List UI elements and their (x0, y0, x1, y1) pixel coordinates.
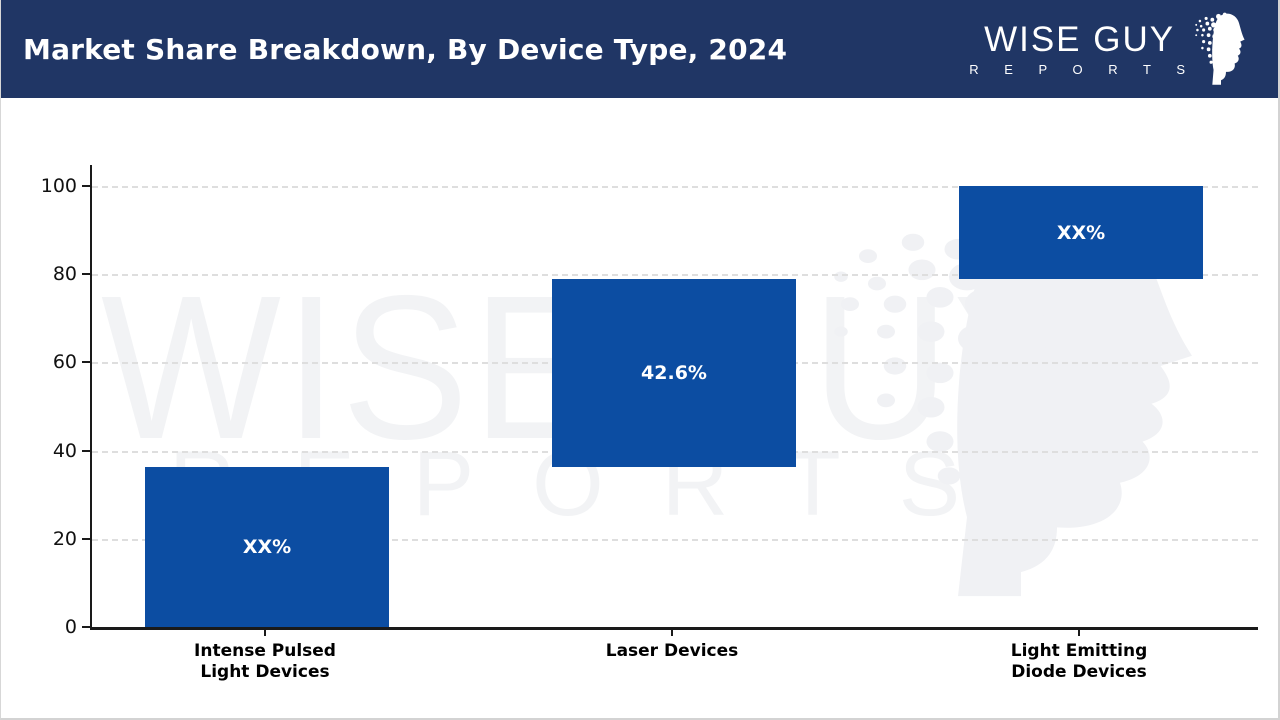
page-title: Market Share Breakdown, By Device Type, … (23, 32, 788, 66)
y-axis-tick-label: 100 (40, 175, 77, 197)
bar-3: XX% (959, 186, 1203, 280)
x-axis-category-line: Diode Devices (1011, 662, 1147, 682)
bar-2: 42.6% (552, 279, 796, 467)
y-axis-tick-label: 20 (52, 527, 77, 550)
wiseguy-logo-text: WISE GUY R E P O R T S (963, 22, 1196, 76)
gridline-20 (92, 538, 1258, 541)
x-axis-category-line: Laser Devices (605, 641, 739, 661)
logo-wise-guy-label: WISE GUY (984, 20, 1176, 59)
x-axis-category-line: Light Emitting (1010, 641, 1148, 661)
y-axis-tick-mark (82, 361, 90, 364)
x-axis-category-label: Intense Pulsed Light Devices (105, 641, 425, 683)
y-axis-tick-mark (82, 626, 90, 628)
y-axis-tick-mark (82, 449, 90, 452)
y-axis-tick-label: 40 (52, 439, 77, 462)
wiseguy-head-icon (1195, 12, 1245, 85)
y-axis-tick-label: 60 (52, 351, 77, 374)
bar-value-label: XX% (1056, 221, 1106, 244)
gridline-80 (92, 274, 1258, 277)
bar-value-label: XX% (242, 535, 292, 558)
x-axis-tick-mark (264, 630, 266, 636)
y-axis-tick-mark (82, 273, 90, 276)
bar-value-label: 42.6% (641, 361, 707, 384)
x-axis-category-label: Laser Devices (512, 641, 832, 662)
y-axis-tick-label: 80 (52, 263, 77, 286)
chart-area: XX% 42.6% XX% 0 20 40 60 80 100 Intense Pulsed Li… (1, 98, 1278, 718)
x-axis-category-line: Intense Pulsed (194, 641, 336, 661)
y-axis-tick-label: 0 (64, 616, 77, 638)
wiseguy-logo: WISE GUY R E P O R T S (963, 12, 1252, 86)
logo-reports-label: R E P O R T S (969, 62, 1196, 77)
y-axis-tick-mark (82, 185, 90, 187)
x-axis-category-label: Light Emitting Diode Devices (919, 641, 1239, 683)
x-axis-tick-mark (1078, 630, 1080, 636)
header: Market Share Breakdown, By Device Type, … (1, 0, 1278, 98)
plot-area: XX% 42.6% XX% (90, 165, 1258, 630)
x-axis-category-line: Light Devices (200, 662, 330, 682)
gridline-100 (92, 186, 1258, 188)
x-axis-tick-mark (671, 630, 673, 636)
bar-1: XX% (145, 466, 389, 627)
y-axis-tick-mark (82, 537, 90, 540)
